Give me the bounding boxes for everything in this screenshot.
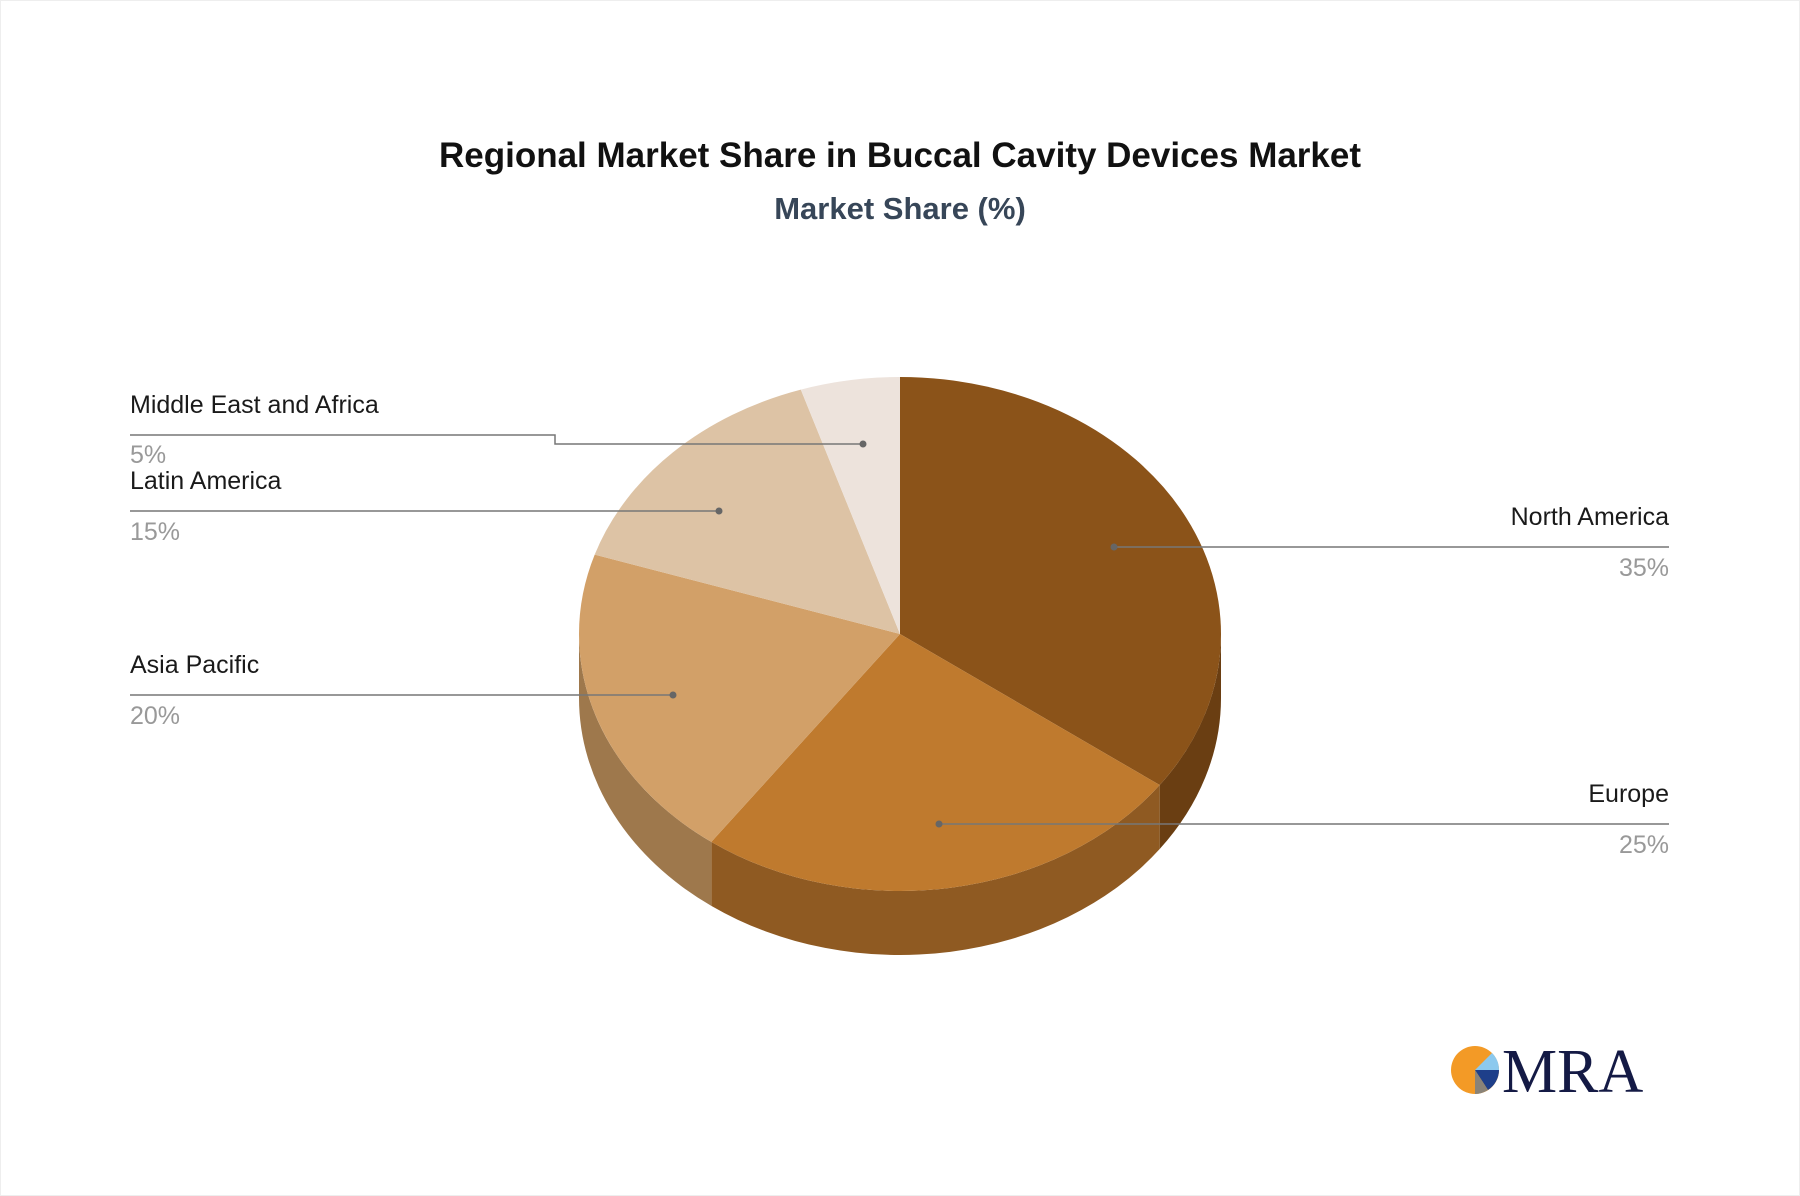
label-latin-america: Latin America bbox=[130, 467, 282, 495]
logo-text: MRA bbox=[1502, 1040, 1643, 1100]
leader-dot-asia-pacific bbox=[669, 691, 677, 699]
label-asia-pacific: Asia Pacific bbox=[130, 651, 259, 679]
leader-dot-latin-america bbox=[715, 507, 723, 515]
value-label-latin-america: 15% bbox=[130, 518, 180, 546]
pie-slice-middle-east-and-africa bbox=[800, 377, 900, 634]
pie-slice-latin-america bbox=[594, 389, 900, 634]
pie-slice-north-america bbox=[900, 377, 1221, 786]
pie-slice-europe bbox=[711, 634, 1160, 891]
pie-slice-asia-pacific bbox=[579, 554, 900, 842]
value-label-asia-pacific: 20% bbox=[130, 702, 180, 730]
pie-side-north-america bbox=[1159, 634, 1221, 850]
label-middle-east-and-africa: Middle East and Africa bbox=[130, 391, 379, 419]
label-europe: Europe bbox=[1588, 780, 1669, 808]
label-north-america: North America bbox=[1511, 503, 1669, 531]
chart-subtitle: Market Share (%) bbox=[774, 191, 1026, 226]
leader-dot-middle-east-and-africa bbox=[859, 440, 867, 448]
value-label-middle-east-and-africa: 5% bbox=[130, 441, 166, 469]
pie-side-asia-pacific bbox=[579, 634, 712, 906]
leader-line-middle-east-and-africa bbox=[130, 434, 863, 445]
mra-logo: MRA bbox=[1451, 1040, 1643, 1100]
leader-dot-north-america bbox=[1110, 543, 1118, 551]
leader-dot-europe bbox=[935, 820, 943, 828]
value-label-europe: 25% bbox=[1619, 831, 1669, 859]
pie-side-europe bbox=[711, 785, 1160, 956]
value-label-north-america: 35% bbox=[1619, 554, 1669, 582]
chart-title: Regional Market Share in Buccal Cavity D… bbox=[438, 136, 1362, 175]
